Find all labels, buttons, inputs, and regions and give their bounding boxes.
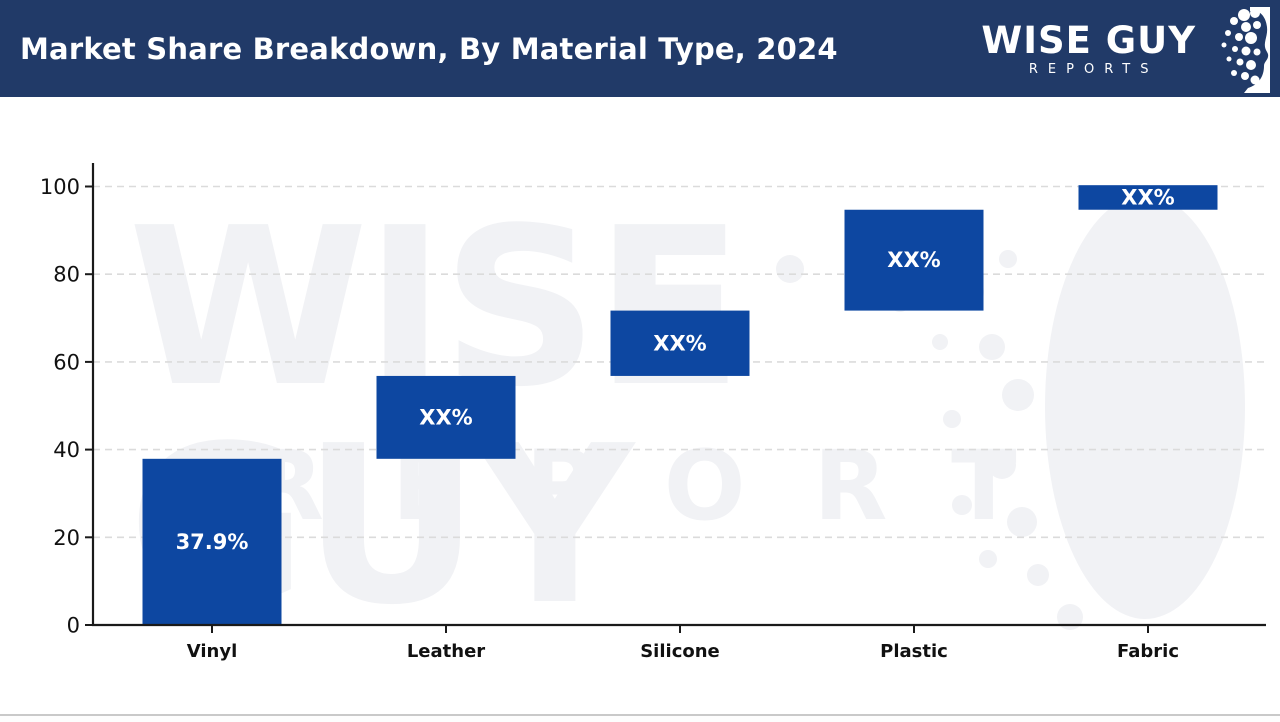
x-axis-label-leather: Leather [407,641,485,662]
brand-face-icon [1221,7,1270,93]
brand-subtitle: REPORTS [1028,61,1159,77]
bar-vinyl [142,458,282,625]
x-axis-label-plastic: Plastic [880,641,948,662]
y-axis-tick-label-60: 60 [53,350,80,374]
brand-logo-text: WISE GUY REPORTS [981,22,1196,77]
bar-label-vinyl: 37.9% [176,530,249,554]
bar-label-plastic: XX% [887,248,940,272]
bar-label-fabric: XX% [1121,185,1174,209]
y-axis-tick-label-0: 0 [67,614,80,638]
brand-name: WISE GUY [981,18,1196,62]
x-axis-label-vinyl: Vinyl [187,641,238,662]
bar-fabric [1078,185,1218,210]
x-axis-label-fabric: Fabric [1117,641,1179,662]
bar-label-silicone: XX% [653,331,706,355]
brand-logo: WISE GUY REPORTS [981,4,1270,94]
page-title: Market Share Breakdown, By Material Type… [20,31,838,66]
x-axis-label-silicone: Silicone [640,641,720,662]
bar-leather [376,375,516,459]
footer-divider [0,714,1280,722]
y-axis-tick-label-40: 40 [53,438,80,462]
y-axis-tick-label-20: 20 [53,526,80,550]
bar-label-leather: XX% [419,405,472,429]
y-axis-tick-label-80: 80 [53,263,80,287]
bar-plastic [844,209,984,311]
y-axis-tick-label-100: 100 [40,175,80,199]
header: Market Share Breakdown, By Material Type… [0,0,1280,97]
bar-silicone [610,310,750,376]
